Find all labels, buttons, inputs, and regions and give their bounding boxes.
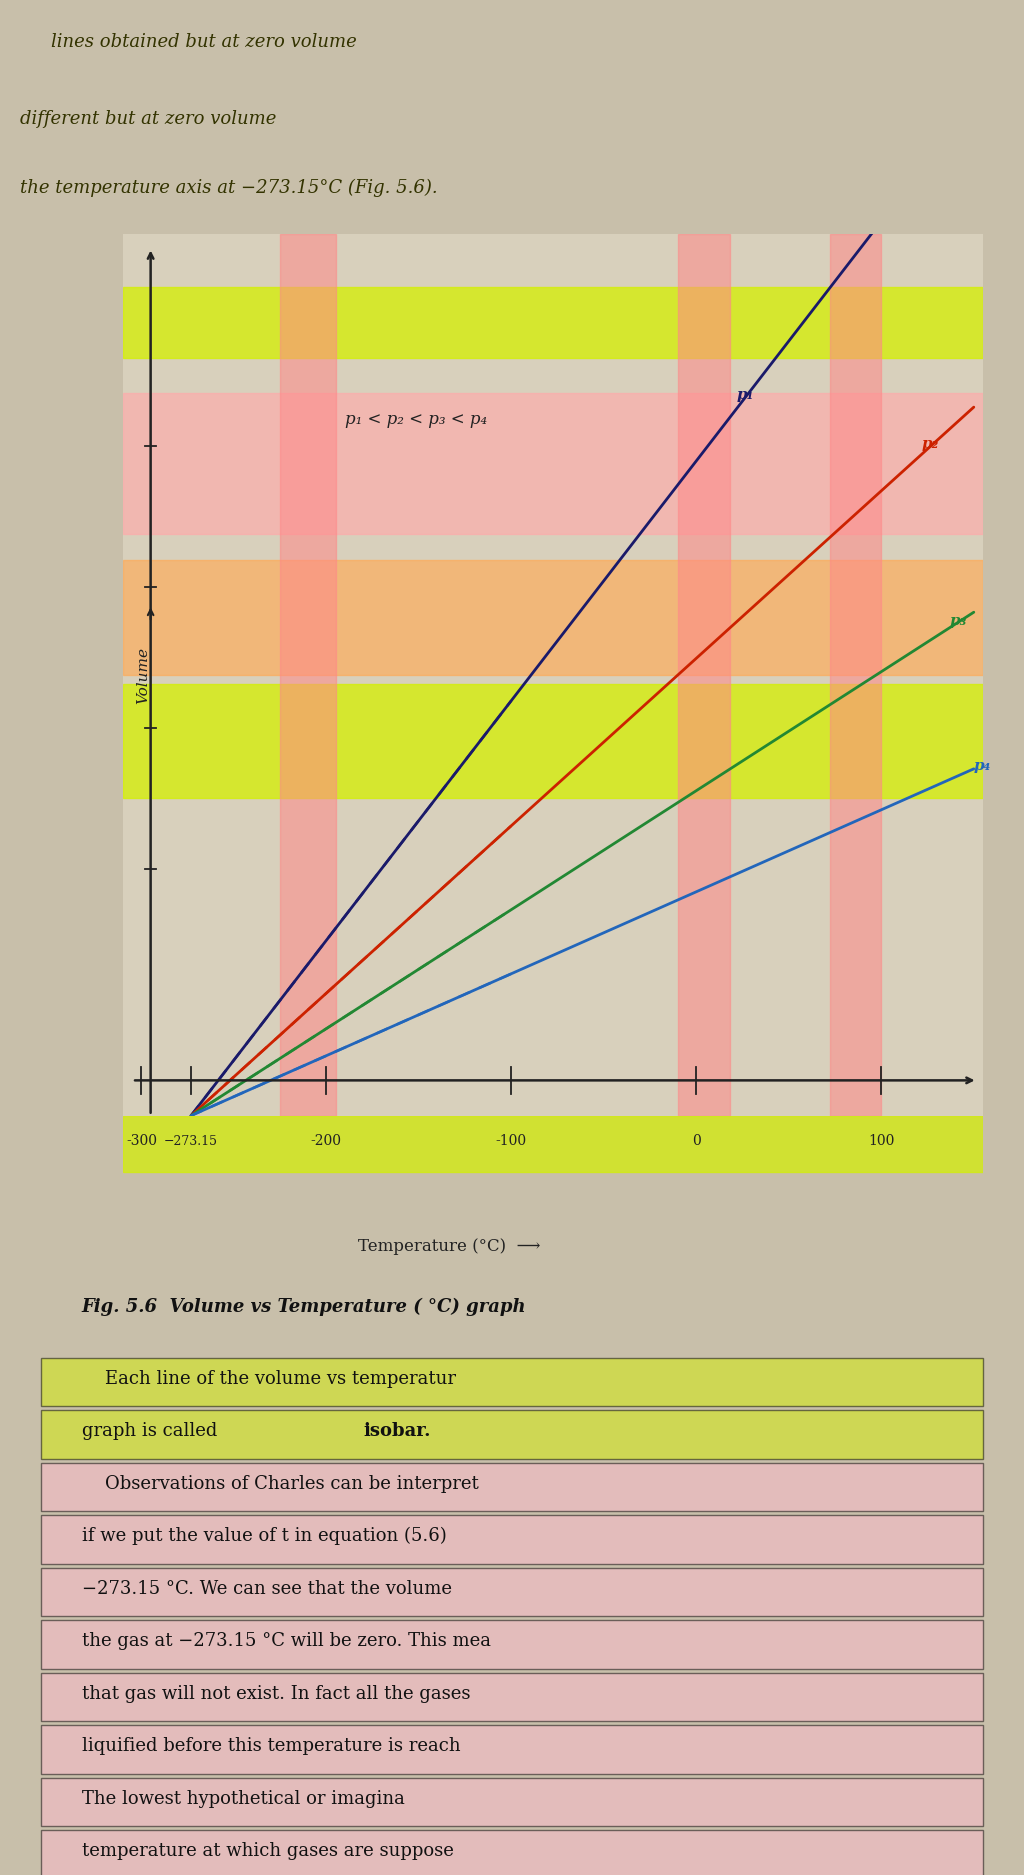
Text: The lowest hypothetical or imagina: The lowest hypothetical or imagina (82, 1791, 404, 1808)
Text: 0: 0 (692, 1134, 700, 1148)
Bar (123, 287, 983, 358)
Bar (123, 561, 983, 675)
Text: Observations of Charles can be interpret: Observations of Charles can be interpret (82, 1476, 478, 1492)
Text: if we put the value of t in equation (5.6): if we put the value of t in equation (5.… (82, 1526, 446, 1545)
Text: 100: 100 (868, 1134, 895, 1148)
Bar (281, 234, 336, 1116)
Text: the gas at −273.15 °C will be zero. This mea: the gas at −273.15 °C will be zero. This… (82, 1633, 490, 1650)
Text: the temperature axis at −273.15°C (Fig. 5.6).: the temperature axis at −273.15°C (Fig. … (20, 178, 438, 197)
Text: Temperature (°C)  ⟶: Temperature (°C) ⟶ (358, 1238, 541, 1256)
Bar (678, 234, 730, 1116)
Text: −273.15 °C. We can see that the volume: −273.15 °C. We can see that the volume (82, 1581, 452, 1598)
Text: liquified before this temperature is reach: liquified before this temperature is rea… (82, 1738, 461, 1755)
Bar (123, 394, 983, 534)
Text: -100: -100 (496, 1134, 527, 1148)
Text: lines obtained but at zero volume: lines obtained but at zero volume (51, 34, 357, 51)
Text: p₁: p₁ (737, 388, 755, 403)
Bar (123, 684, 983, 799)
Text: −273.15: −273.15 (164, 1134, 218, 1148)
Text: p₄: p₄ (974, 759, 991, 772)
Bar (829, 234, 882, 1116)
Text: -200: -200 (311, 1134, 342, 1148)
Text: p₃: p₃ (949, 615, 967, 628)
Text: Each line of the volume vs temperatur: Each line of the volume vs temperatur (82, 1371, 456, 1388)
Text: that gas will not exist. In fact all the gases: that gas will not exist. In fact all the… (82, 1686, 470, 1702)
Text: graph is called: graph is called (82, 1423, 223, 1440)
Text: p₁ < p₂ < p₃ < p₄: p₁ < p₂ < p₃ < p₄ (345, 411, 487, 428)
Text: -300: -300 (126, 1134, 157, 1148)
Text: different but at zero volume: different but at zero volume (20, 111, 276, 128)
Text: Volume: Volume (136, 647, 151, 703)
Text: Fig. 5.6  Volume vs Temperature ( °C) graph: Fig. 5.6 Volume vs Temperature ( °C) gra… (82, 1298, 526, 1316)
Text: isobar.: isobar. (364, 1423, 431, 1440)
Text: p₂: p₂ (922, 437, 939, 452)
Text: temperature at which gases are suppose: temperature at which gases are suppose (82, 1843, 454, 1860)
Bar (123, 1116, 983, 1172)
